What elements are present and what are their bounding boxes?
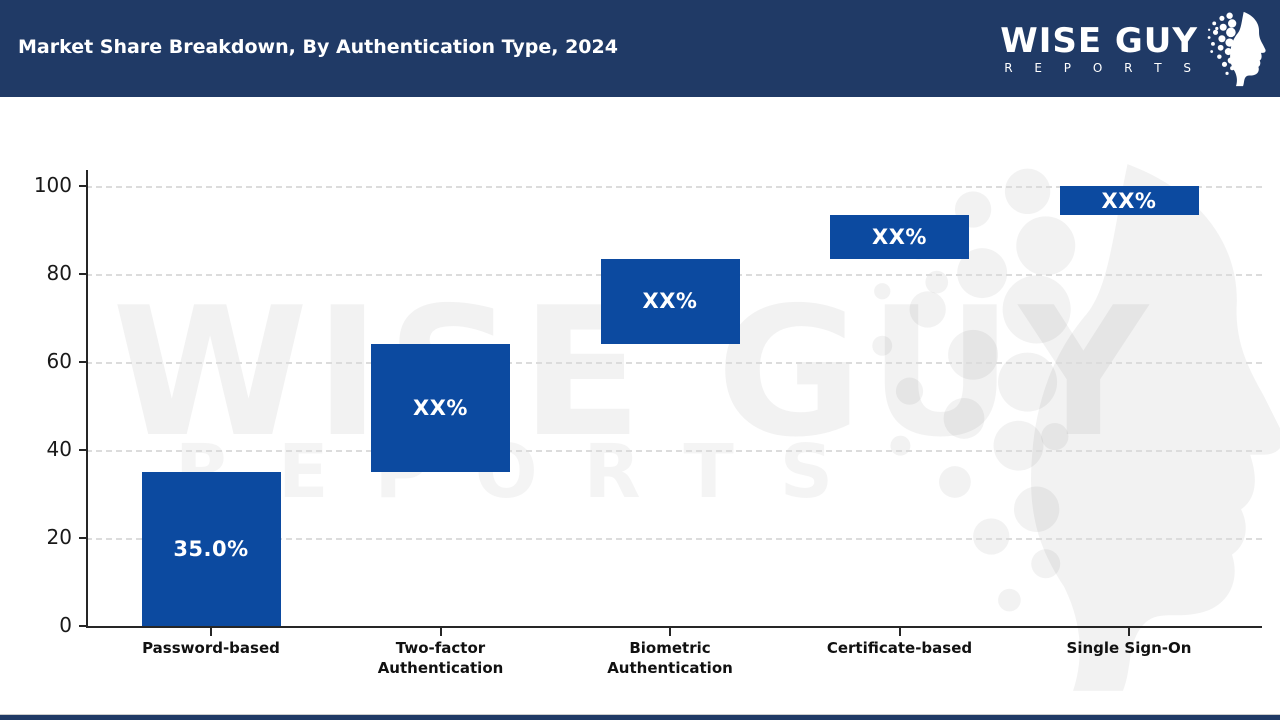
gridline-20 (86, 538, 1262, 540)
x-tickmark-3 (669, 628, 671, 636)
bar-segment-1: 35.0% (141, 472, 281, 626)
y-axis-line (86, 170, 88, 628)
header-band: Market Share Breakdown, By Authenticatio… (0, 0, 1280, 97)
gridline-100 (86, 186, 1262, 188)
bar-value-label: XX% (642, 289, 698, 314)
y-tick-label-40: 40 (46, 437, 72, 461)
x-axis-line (86, 626, 1262, 628)
x-tickmark-4 (898, 628, 901, 636)
category-label-5: Single Sign-On (1066, 639, 1192, 657)
bar-value-label: XX% (413, 395, 468, 420)
y-tickmark-100 (79, 185, 87, 187)
wiseguy-head-icon (1204, 9, 1268, 89)
category-label-4: Certificate-based (826, 639, 973, 657)
bar-segment-2: XX% (371, 343, 510, 472)
y-tick-label-20: 20 (46, 525, 72, 549)
logo-text: WISE GUY R E P O R T S (998, 24, 1200, 74)
y-tick-label-80: 80 (46, 261, 72, 285)
y-tick-label-100: 100 (33, 173, 72, 197)
logo-wordmark: WISE GUY (1000, 21, 1199, 61)
bar-segment-4: XX% (830, 215, 969, 259)
y-tickmark-60 (79, 361, 87, 363)
y-tickmark-20 (79, 537, 87, 539)
y-tickmark-40 (79, 449, 87, 451)
category-label-3: Biometric Authentication (607, 639, 733, 677)
gridline-40 (86, 450, 1262, 452)
logo-subtitle: R E P O R T S (1004, 61, 1200, 75)
bar-value-label: 35.0% (173, 537, 249, 561)
y-tickmark-80 (79, 273, 87, 275)
gridline-60 (86, 362, 1262, 364)
wiseguy-logo: WISE GUY R E P O R T S (998, 6, 1268, 92)
bar-value-label: XX% (1101, 188, 1157, 213)
bar-segment-5: XX% (1059, 186, 1199, 216)
y-tick-label-60: 60 (46, 349, 72, 373)
bar-segment-3: XX% (600, 258, 740, 344)
x-tickmark-1 (210, 628, 212, 636)
y-tickmark-0 (79, 625, 87, 627)
bar-value-label: XX% (872, 224, 927, 249)
y-tick-label-0: 0 (59, 613, 72, 637)
x-tickmark-5 (1128, 628, 1130, 636)
footer-band (0, 714, 1280, 720)
chart-title: Market Share Breakdown, By Authenticatio… (18, 36, 618, 58)
category-label-1: Password-based (142, 639, 280, 657)
x-tickmark-2 (439, 628, 442, 636)
category-label-2: Two-factor Authentication (377, 639, 504, 677)
